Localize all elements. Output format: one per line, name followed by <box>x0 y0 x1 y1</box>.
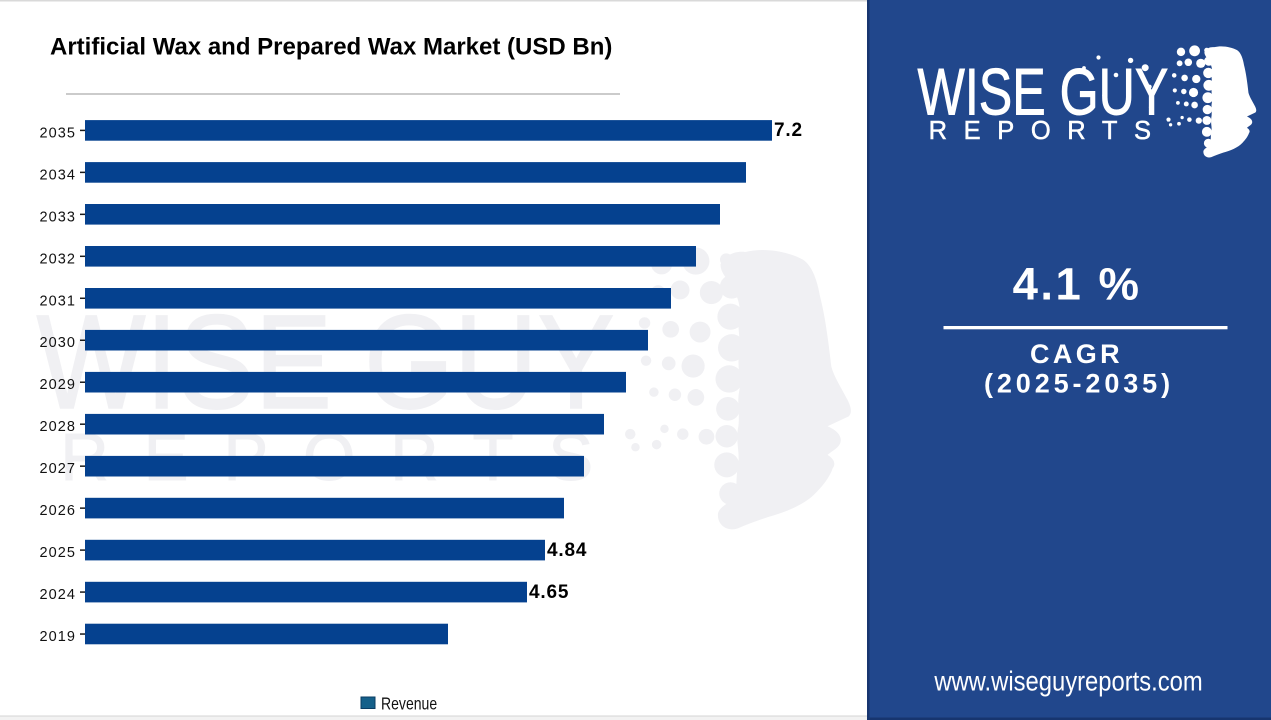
svg-text:2024: 2024 <box>40 587 76 603</box>
svg-text:7.2: 7.2 <box>774 120 803 141</box>
svg-text:2031: 2031 <box>40 293 76 309</box>
svg-text:2030: 2030 <box>40 335 76 351</box>
svg-text:4.84: 4.84 <box>547 540 587 561</box>
svg-text:4.65: 4.65 <box>529 582 569 603</box>
svg-text:Artificial Wax and Prepared Wa: Artificial Wax and Prepared Wax Market (… <box>50 34 612 61</box>
svg-text:2034: 2034 <box>40 167 76 183</box>
svg-text:2025: 2025 <box>40 545 76 561</box>
svg-text:Revenue: Revenue <box>381 694 437 714</box>
svg-text:WISE GUY: WISE GUY <box>37 287 615 437</box>
svg-text:4.1 %: 4.1 % <box>1013 258 1142 309</box>
svg-text:2029: 2029 <box>40 377 76 393</box>
svg-text:2035: 2035 <box>40 125 76 141</box>
svg-text:2033: 2033 <box>40 209 76 225</box>
svg-text:2028: 2028 <box>40 419 76 435</box>
svg-text:2026: 2026 <box>40 503 76 519</box>
svg-text:WISE GUY: WISE GUY <box>918 56 1169 129</box>
svg-text:2019: 2019 <box>40 629 76 645</box>
svg-text:2027: 2027 <box>40 461 76 477</box>
svg-text:CAGR: CAGR <box>1030 339 1123 369</box>
svg-text:2032: 2032 <box>40 251 76 267</box>
svg-text:(2025-2035): (2025-2035) <box>984 369 1174 399</box>
svg-text:www.wiseguyreports.com: www.wiseguyreports.com <box>933 665 1202 697</box>
svg-text:REPORTS: REPORTS <box>929 117 1168 145</box>
